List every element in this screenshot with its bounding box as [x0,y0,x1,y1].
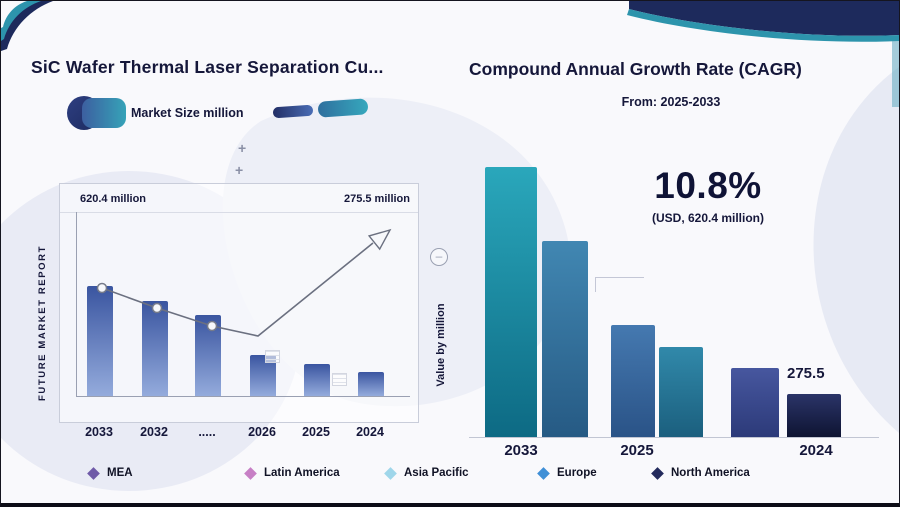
legend-item-asia-pacific: Asia Pacific [384,466,469,480]
top-gridline [60,212,418,213]
market-size-bar [142,301,168,396]
value-annotation: 275.5 [787,365,825,382]
plus-decor-icon: + [238,140,247,156]
left-chart-title: SiC Wafer Thermal Laser Separation Cu... [31,57,384,77]
right-chart-title: Compound Annual Growth Rate (CAGR) [469,59,802,79]
right-x-axis-line [469,437,879,438]
legend-item-europe: Europe [537,466,597,480]
trend-line-arrow [96,228,392,337]
x-tick-label: 2025 [620,442,654,459]
diamond-icon [537,466,550,480]
x-tick-label: 2033 [85,425,113,439]
plus-decor-icon: + [235,162,244,178]
left-x-labels: 2033 2032..... 2026 2025 2024 [1,425,461,443]
max-value-label: 620.4 million [80,193,147,205]
legend-item-mea: MEA [87,466,133,480]
cagr-detail: (USD, 620.4 million) [651,211,765,225]
x-tick-label: 2024 [799,442,833,459]
market-size-bar [87,286,113,396]
grip-icon [332,373,347,386]
value-axis-label: Value by million [435,303,447,387]
legend-label: Europe [557,467,597,479]
legend-label: Asia Pacific [404,467,469,479]
pill-body-icon [82,98,126,128]
legend-item-north-america: North America [651,466,750,480]
circled-minus-icon: – [430,248,448,266]
x-tick-label: 2032 [140,425,168,439]
diamond-icon [651,466,664,480]
y-axis-line [76,212,77,397]
legend-label: Latin America [264,467,340,479]
cagr-value: 10.8% [654,165,762,206]
step-decor [595,277,644,292]
diamond-icon [244,466,257,480]
market-size-chart: 620.4 million 275.5 million [59,183,419,423]
watermark-text: FUTURE MARKET REPORT [37,244,48,402]
diamond-icon [384,466,397,480]
market-size-legend-icon [67,95,127,131]
min-value-label: 275.5 million [343,193,410,205]
market-size-legend-label: Market Size million [131,106,244,120]
right-chart-subtitle: From: 2025-2033 [621,95,721,109]
x-tick-label: 2025 [302,425,330,439]
diamond-icon [87,466,100,480]
x-tick-label: 2033 [504,442,538,459]
market-size-bar [304,364,330,396]
minus-glyph: – [435,249,443,263]
x-axis-line [76,396,410,397]
x-tick-label: 2024 [356,425,384,439]
x-tick-label: 2026 [248,425,276,439]
x-tick-label: ..... [198,425,216,439]
grip-icon [265,350,280,363]
legend-label: North America [671,467,750,479]
legend-item-latin-america: Latin America [244,466,340,480]
legend-label: MEA [107,467,133,479]
market-size-bar [358,372,384,396]
region-legend: MEA Latin America Asia Pacific Europe No… [1,466,899,489]
